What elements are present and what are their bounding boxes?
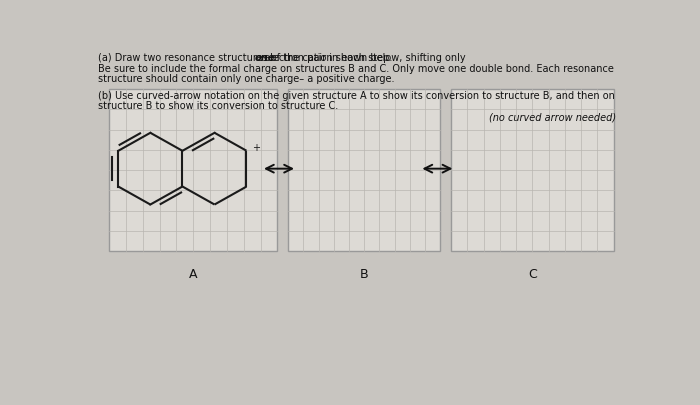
- Text: (no curved arrow needed): (no curved arrow needed): [489, 113, 617, 123]
- Bar: [288, 89, 440, 251]
- Text: structure should contain only one charge– a positive charge.: structure should contain only one charge…: [98, 74, 395, 84]
- Bar: [109, 89, 277, 251]
- Text: B: B: [360, 269, 368, 281]
- Text: one: one: [255, 53, 275, 63]
- Text: electron pair in each step.: electron pair in each step.: [261, 53, 393, 63]
- Text: C: C: [528, 269, 537, 281]
- Text: structure B to show its conversion to structure C.: structure B to show its conversion to st…: [98, 101, 339, 111]
- Bar: [451, 89, 614, 251]
- Text: (b) Use curved-arrow notation on the given structure A to show its conversion to: (b) Use curved-arrow notation on the giv…: [98, 91, 615, 101]
- Text: +: +: [252, 143, 260, 153]
- Text: Be sure to include the formal charge on structures B and C. Only move one double: Be sure to include the formal charge on …: [98, 64, 614, 74]
- Text: A: A: [189, 269, 197, 281]
- Text: (a) Draw two resonance structures of the cation shown below, shifting only: (a) Draw two resonance structures of the…: [98, 53, 469, 63]
